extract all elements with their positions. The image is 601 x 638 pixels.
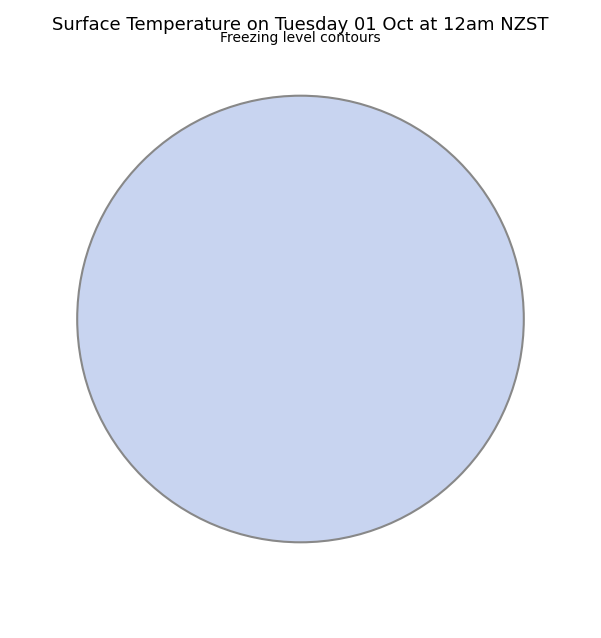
Text: Surface Temperature on Tuesday 01 Oct at 12am NZST: Surface Temperature on Tuesday 01 Oct at…: [52, 16, 549, 34]
Text: Freezing level contours: Freezing level contours: [220, 31, 381, 45]
Circle shape: [77, 96, 524, 542]
